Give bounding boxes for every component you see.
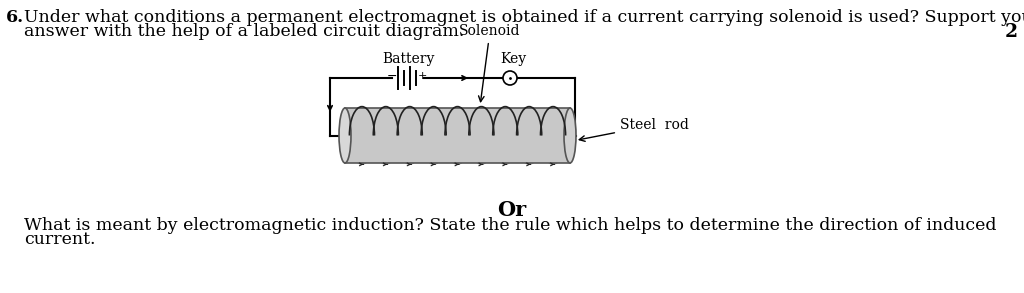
- Text: −: −: [387, 69, 397, 83]
- Text: current.: current.: [24, 231, 95, 248]
- Text: Steel  rod: Steel rod: [580, 118, 689, 141]
- Text: Key: Key: [500, 52, 526, 66]
- Text: Or: Or: [498, 200, 526, 220]
- Text: Under what conditions a permanent electromagnet is obtained if a current carryin: Under what conditions a permanent electr…: [24, 9, 1024, 26]
- Bar: [345, 108, 570, 163]
- Text: Solenoid: Solenoid: [459, 24, 521, 102]
- Text: 2: 2: [1005, 23, 1018, 41]
- Text: 6.: 6.: [6, 9, 25, 26]
- Text: What is meant by electromagnetic induction? State the rule which helps to determ: What is meant by electromagnetic inducti…: [24, 217, 996, 234]
- Text: answer with the help of a labeled circuit diagram.: answer with the help of a labeled circui…: [24, 23, 464, 40]
- Ellipse shape: [339, 108, 351, 163]
- Text: +: +: [418, 71, 427, 81]
- Text: Battery: Battery: [382, 52, 434, 66]
- Circle shape: [503, 71, 517, 85]
- Ellipse shape: [564, 108, 575, 163]
